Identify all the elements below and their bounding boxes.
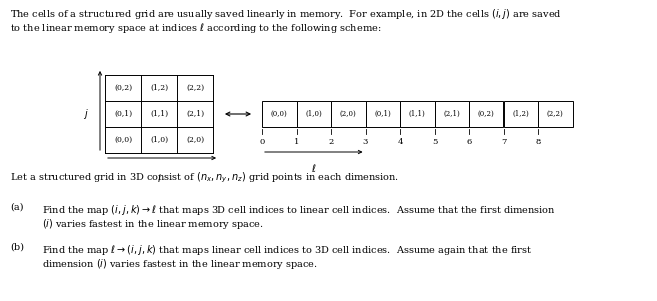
Text: 5: 5 <box>432 138 437 146</box>
Text: dimension $(i)$ varies fastest in the linear memory space.: dimension $(i)$ varies fastest in the li… <box>42 257 318 271</box>
Text: 2: 2 <box>328 138 334 146</box>
Text: (0,1): (0,1) <box>374 110 391 118</box>
Bar <box>503 101 538 127</box>
Text: (2,0): (2,0) <box>340 110 357 118</box>
Text: (1,1): (1,1) <box>150 110 168 118</box>
Text: Find the map $\ell \to (i, j, k)$ that maps linear cell indices to 3D cell indic: Find the map $\ell \to (i, j, k)$ that m… <box>42 243 532 257</box>
Text: $i$: $i$ <box>156 172 162 184</box>
Text: 6: 6 <box>466 138 472 146</box>
Bar <box>538 101 572 127</box>
Text: (1,0): (1,0) <box>306 110 322 118</box>
Bar <box>331 101 365 127</box>
Text: The cells of a structured grid are usually saved linearly in memory.  For exampl: The cells of a structured grid are usual… <box>10 7 562 21</box>
Text: $\ell$: $\ell$ <box>311 162 317 174</box>
Text: (2,0): (2,0) <box>186 136 204 144</box>
Text: (2,2): (2,2) <box>186 84 204 92</box>
Text: 7: 7 <box>501 138 506 146</box>
Text: $j$: $j$ <box>83 107 89 121</box>
Text: (b): (b) <box>10 243 24 252</box>
Text: (2,1): (2,1) <box>443 110 460 118</box>
Bar <box>469 101 503 127</box>
Text: to the linear memory space at indices $\ell$ according to the following scheme:: to the linear memory space at indices $\… <box>10 21 381 35</box>
Text: (1,0): (1,0) <box>150 136 168 144</box>
Text: (0,0): (0,0) <box>114 136 132 144</box>
Bar <box>262 101 296 127</box>
Text: (1,2): (1,2) <box>150 84 168 92</box>
Bar <box>296 101 331 127</box>
Text: 0: 0 <box>260 138 265 146</box>
Text: (1,1): (1,1) <box>409 110 426 118</box>
Text: $(i)$ varies fastest in the linear memory space.: $(i)$ varies fastest in the linear memor… <box>42 217 264 231</box>
Text: (0,1): (0,1) <box>114 110 132 118</box>
Text: (0,2): (0,2) <box>478 110 495 118</box>
Text: Find the map $(i, j, k) \to \ell$ that maps 3D cell indices to linear cell indic: Find the map $(i, j, k) \to \ell$ that m… <box>42 203 556 217</box>
Text: 3: 3 <box>363 138 368 146</box>
Text: (0,0): (0,0) <box>271 110 288 118</box>
Text: 1: 1 <box>294 138 299 146</box>
Text: 8: 8 <box>535 138 541 146</box>
Bar <box>434 101 469 127</box>
Text: (1,2): (1,2) <box>512 110 529 118</box>
Text: 4: 4 <box>397 138 403 146</box>
Text: (a): (a) <box>10 203 24 212</box>
Text: (0,2): (0,2) <box>114 84 132 92</box>
Text: (2,2): (2,2) <box>547 110 564 118</box>
Text: (2,1): (2,1) <box>186 110 204 118</box>
Bar <box>365 101 400 127</box>
Bar <box>400 101 434 127</box>
Text: Let a structured grid in 3D consist of $(n_x, n_y, n_z)$ grid points in each dim: Let a structured grid in 3D consist of $… <box>10 171 399 185</box>
